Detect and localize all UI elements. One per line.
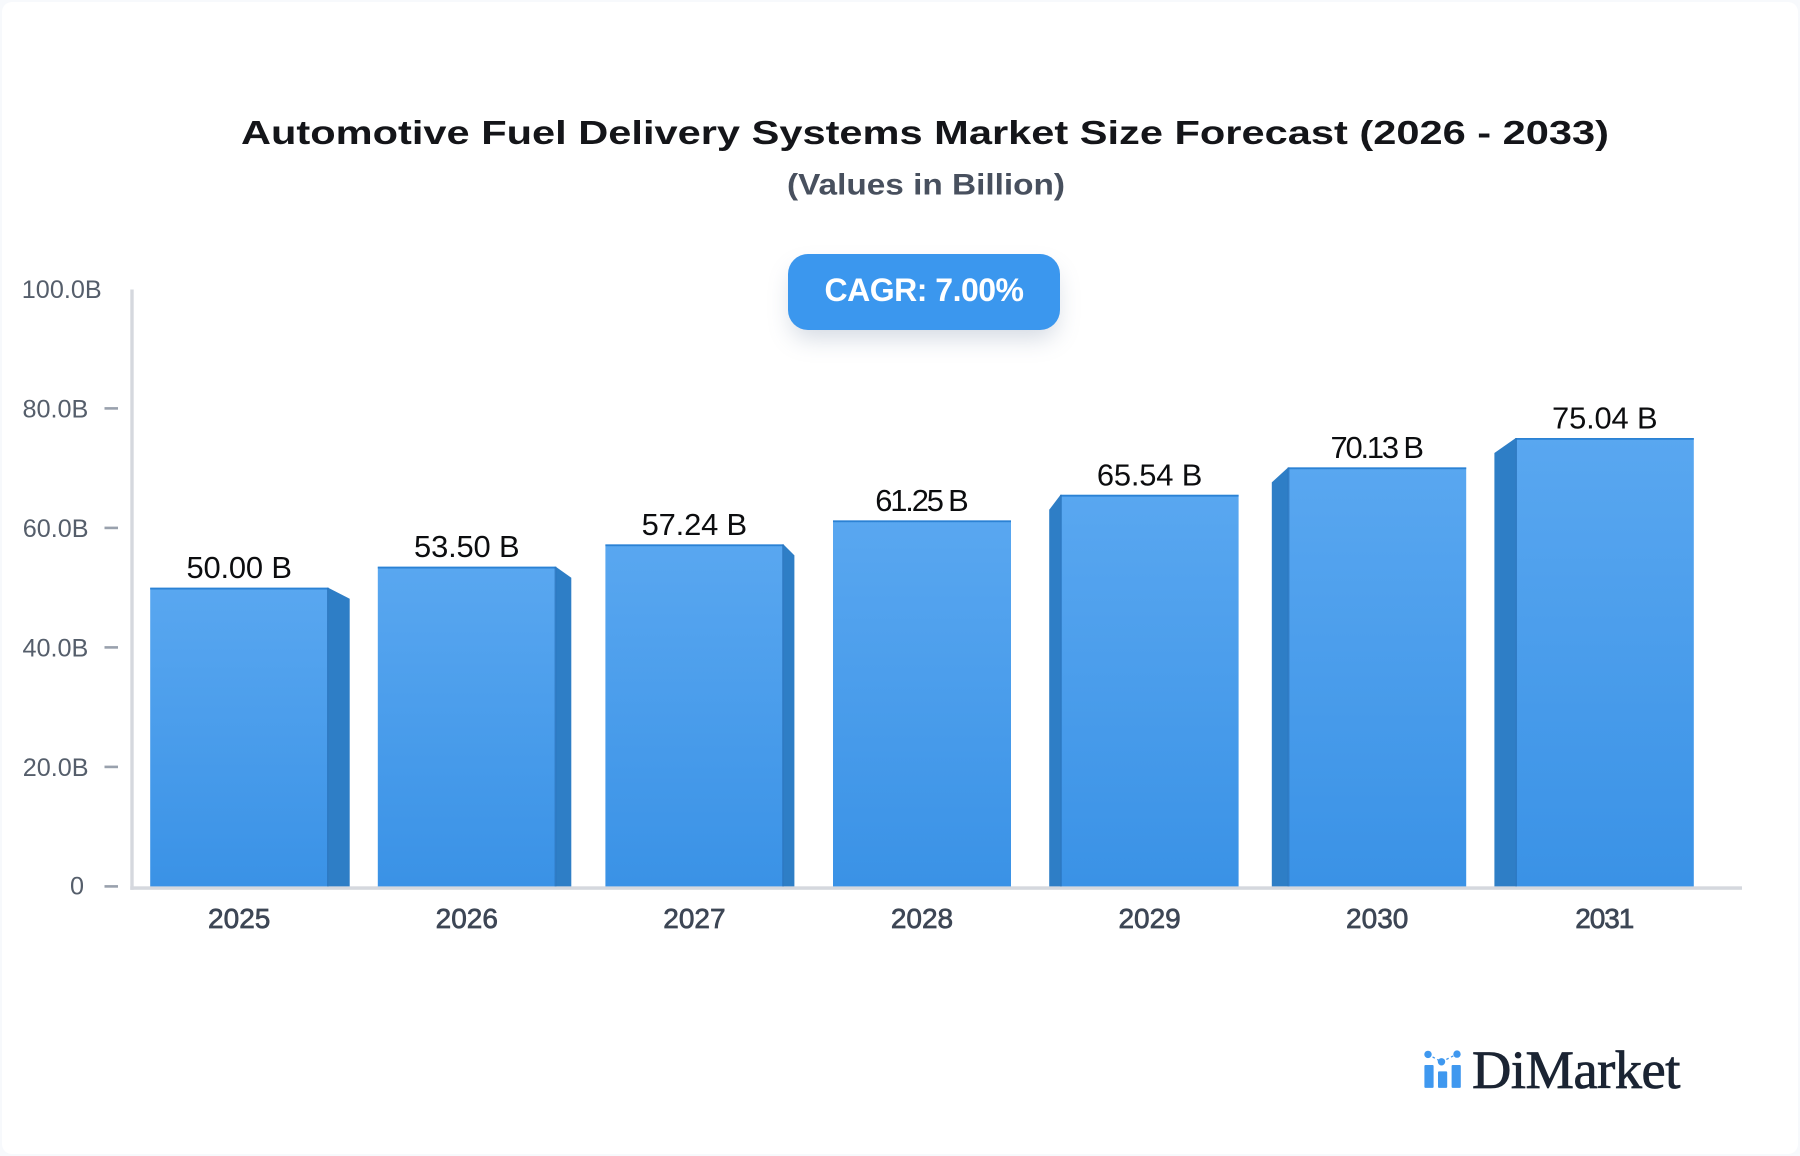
- svg-text:60.0B: 60.0B: [23, 515, 89, 543]
- svg-text:2028: 2028: [891, 903, 953, 934]
- svg-text:2027: 2027: [663, 903, 725, 934]
- svg-text:53.50 B: 53.50 B: [414, 529, 520, 564]
- svg-text:2026: 2026: [436, 903, 498, 934]
- svg-text:65.54 B: 65.54 B: [1097, 457, 1203, 492]
- svg-text:2025: 2025: [208, 903, 270, 934]
- svg-text:DiMarket: DiMarket: [1472, 1039, 1680, 1100]
- svg-text:100.0B: 100.0B: [22, 276, 102, 304]
- svg-text:(Values in Billion): (Values in Billion): [787, 169, 1065, 202]
- svg-text:2031: 2031: [1575, 903, 1634, 934]
- svg-text:57.24 B: 57.24 B: [642, 507, 748, 542]
- svg-text:50.00 B: 50.00 B: [186, 550, 292, 585]
- svg-text:0: 0: [70, 873, 84, 901]
- svg-text:40.0B: 40.0B: [23, 635, 89, 663]
- svg-text:20.0B: 20.0B: [23, 754, 89, 782]
- svg-text:70.13 B: 70.13 B: [1330, 430, 1424, 465]
- svg-text:2029: 2029: [1118, 903, 1180, 934]
- svg-text:80.0B: 80.0B: [23, 396, 89, 424]
- svg-text:Automotive Fuel Delivery Syste: Automotive Fuel Delivery Systems Market …: [241, 115, 1609, 152]
- svg-text:2030: 2030: [1346, 903, 1408, 934]
- svg-text:75.04 B: 75.04 B: [1552, 401, 1658, 436]
- svg-text:61.25 B: 61.25 B: [875, 483, 969, 518]
